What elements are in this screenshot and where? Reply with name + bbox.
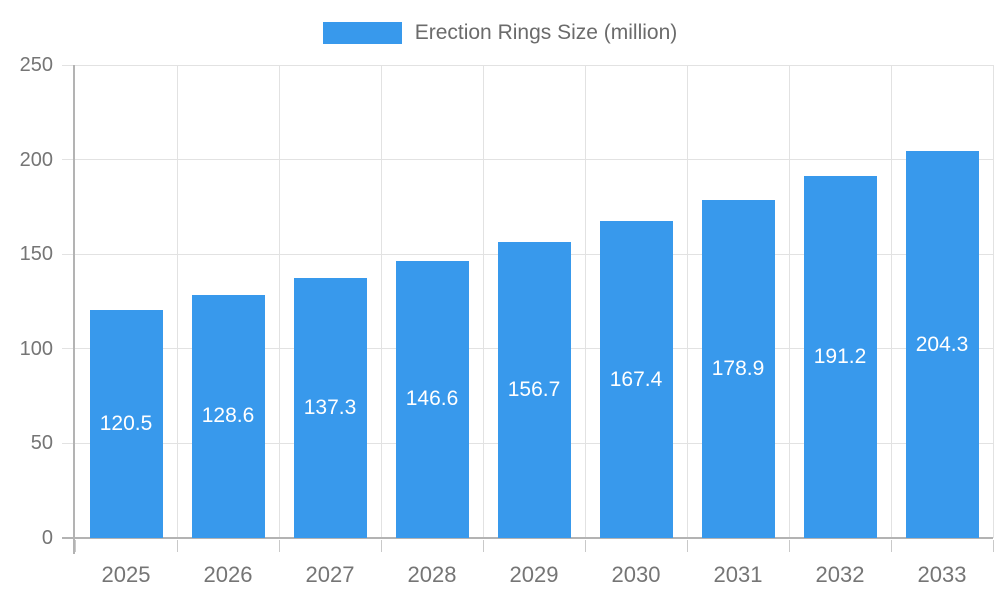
bar-2026[interactable]: [191, 294, 265, 538]
bar-value-label: 137.3: [303, 396, 357, 420]
bar-value-label: 191.2: [813, 345, 867, 369]
x-axis-tick: [788, 540, 790, 552]
bar-value-label: 128.6: [201, 404, 255, 428]
bar-2025[interactable]: [89, 310, 163, 538]
x-gridline: [176, 65, 178, 538]
x-axis-tick: [278, 540, 280, 552]
x-axis-tick-label: 2031: [713, 562, 763, 587]
y-gridline: [62, 159, 993, 161]
bar-2028[interactable]: [395, 260, 469, 538]
y-axis-tick-label: 50: [30, 432, 53, 455]
bar-2029[interactable]: [497, 241, 571, 538]
bar-2027[interactable]: [293, 278, 367, 538]
bar-value-label: 156.7: [507, 377, 561, 401]
x-gridline: [380, 65, 382, 538]
x-gridline: [890, 65, 892, 538]
y-axis-tick-label: 0: [41, 527, 53, 549]
y-axis-tick-label: 150: [19, 243, 53, 266]
x-gridline: [278, 65, 280, 538]
x-axis-tick: [482, 540, 484, 552]
x-axis-tick: [584, 540, 586, 552]
x-axis-tick: [176, 540, 178, 552]
bar-value-label: 178.9: [711, 356, 765, 380]
x-gridline: [482, 65, 484, 538]
x-axis-tick-label: 2027: [305, 562, 355, 587]
x-axis-tick-label: 2033: [917, 562, 967, 587]
x-axis-tick-label: 2028: [407, 562, 457, 587]
x-axis-tick-label: 2030: [611, 562, 661, 587]
bar-2033[interactable]: [905, 151, 979, 538]
y-axis-tick-label: 200: [19, 148, 53, 171]
x-axis-tick-label: 2026: [203, 562, 253, 587]
x-axis-tick: [686, 540, 688, 552]
x-axis-tick-label: 2032: [815, 562, 865, 587]
y-axis-tick-label: 250: [19, 54, 53, 76]
y-axis-line: [73, 65, 75, 554]
x-axis-line: [62, 537, 993, 539]
x-axis-tick: [380, 540, 382, 552]
bar-value-label: 120.5: [99, 412, 153, 435]
x-gridline: [992, 65, 994, 538]
legend-color-swatch: [322, 22, 402, 44]
x-axis-tick-label: 2025: [101, 562, 151, 587]
chart-legend[interactable]: Erection Rings Size (million): [0, 19, 1000, 47]
bar-2030[interactable]: [599, 221, 673, 538]
y-gridline: [62, 64, 993, 66]
x-axis-tick: [74, 540, 76, 552]
x-axis-tick-label: 2029: [509, 562, 559, 587]
bar-2032[interactable]: [803, 176, 877, 538]
x-gridline: [788, 65, 790, 538]
bar-value-label: 146.6: [405, 387, 459, 411]
x-axis-tick: [992, 540, 994, 552]
bar-value-label: 167.4: [609, 367, 663, 391]
bar-2031[interactable]: [701, 199, 775, 538]
bar-value-label: 204.3: [915, 332, 969, 356]
y-axis-tick-label: 100: [19, 337, 53, 360]
x-gridline: [584, 65, 586, 538]
x-gridline: [686, 65, 688, 538]
x-axis-tick: [890, 540, 892, 552]
legend-series-label: Erection Rings Size (million): [414, 21, 678, 44]
